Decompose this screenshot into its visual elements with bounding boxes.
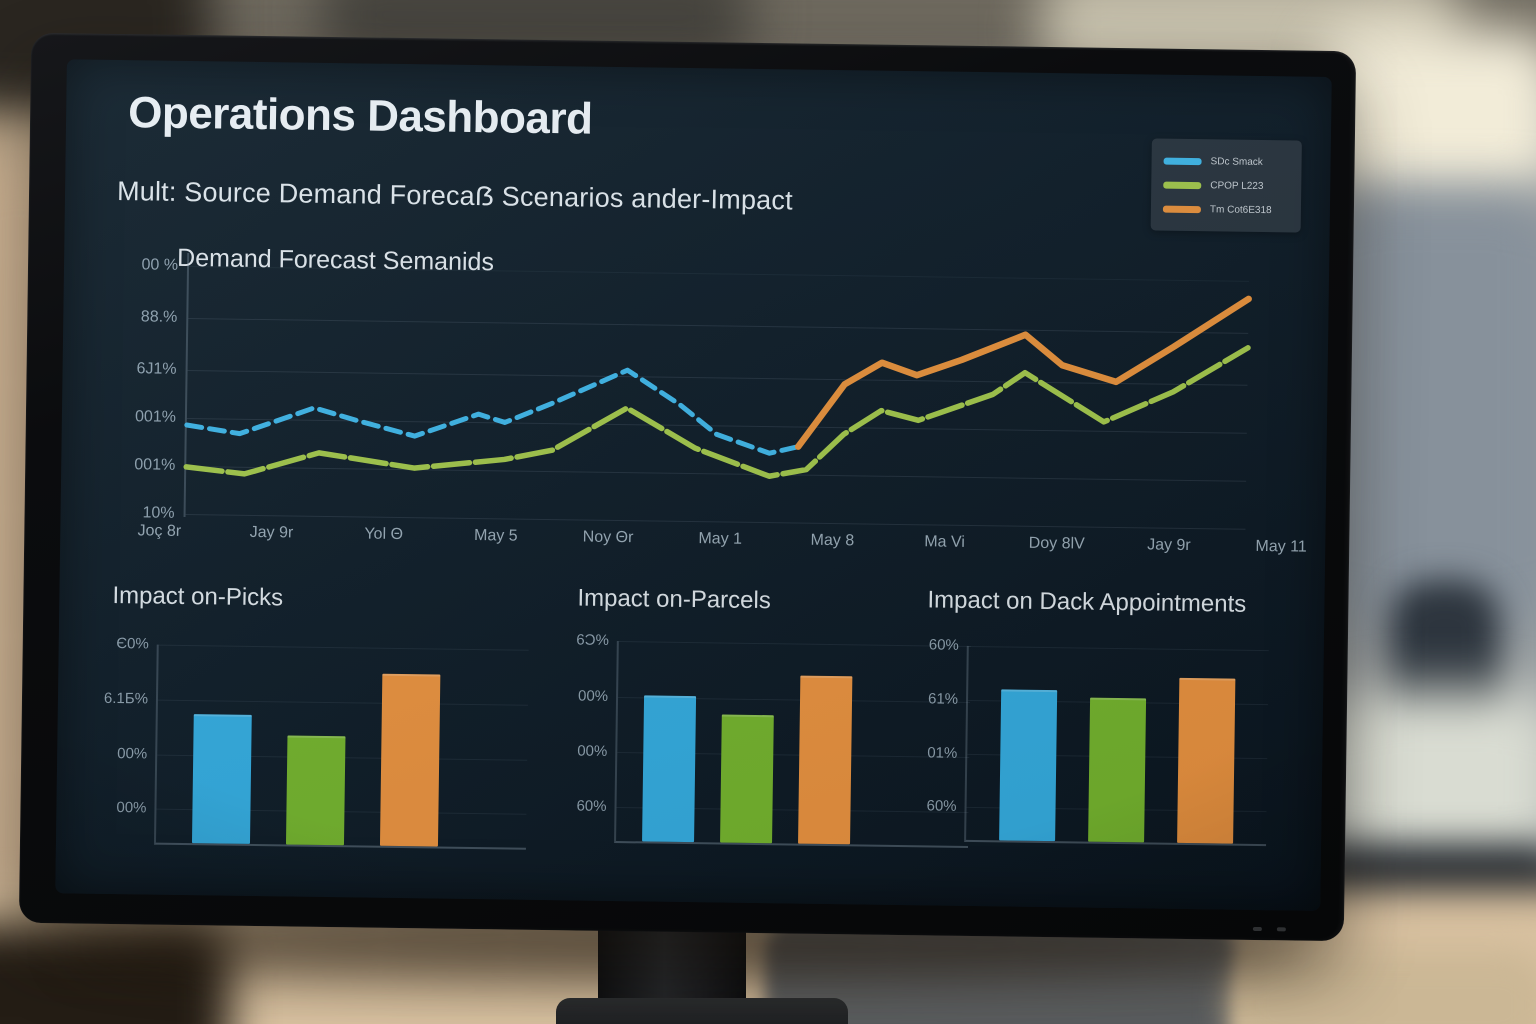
x-tick-label: Ma Vi <box>924 533 965 551</box>
y-tick-label: 01% <box>927 744 958 762</box>
legend-box: SDc Smack CPOP L223 Tm Cot6E318 <box>1150 138 1302 233</box>
legend-label: SDc Smack <box>1210 155 1263 168</box>
bezel-button-dot <box>1252 926 1262 932</box>
y-tick-label: 00 % <box>141 256 179 274</box>
bar-chart-plot <box>964 645 1269 847</box>
y-tick-label: 10% <box>142 504 175 522</box>
bar-chart-title: Impact on Dack Appointments <box>927 586 1247 618</box>
line-chart-plot <box>183 266 1252 530</box>
x-tick-label: May 8 <box>810 531 855 550</box>
bar <box>1088 698 1147 843</box>
background-desk-far-right <box>1330 690 1536 870</box>
x-tick-label: May 11 <box>1255 537 1307 556</box>
page-subtitle: Mult: Source Demand Forecaẞ Scenarios an… <box>116 176 793 216</box>
bar <box>798 675 853 845</box>
background-office-right <box>1320 190 1536 630</box>
bar <box>192 714 252 844</box>
x-tick-label: Doy 8lV <box>1028 534 1085 553</box>
x-tick-label: Jay 9r <box>1147 536 1191 555</box>
bar-chart-title: Impact on-Parcels <box>577 584 772 615</box>
screen: Operations Dashboard Mult: Source Demand… <box>55 59 1332 911</box>
x-tick-label: May 5 <box>473 527 518 545</box>
series-line <box>183 345 1251 479</box>
bar <box>286 735 346 846</box>
x-tick-label: Jay 9r <box>249 523 294 542</box>
y-tick-label: 61% <box>927 690 959 708</box>
bezel-button-dot <box>1276 927 1286 932</box>
background-desk-bottom-right <box>1230 950 1536 1024</box>
bar <box>999 689 1058 842</box>
legend-swatch <box>1162 205 1201 213</box>
y-tick-label: 6.1Б% <box>103 689 149 708</box>
legend-item: SDc Smack <box>1163 149 1289 175</box>
bar-chart-title: Impact on-Picks <box>112 581 284 612</box>
legend-item: CPOP L223 <box>1163 173 1289 199</box>
y-tick-label: 001% <box>134 408 177 426</box>
x-tick-label: Yol Θ <box>364 525 404 544</box>
series-line <box>794 295 1252 450</box>
monitor-stand-base <box>556 998 848 1024</box>
bar-chart-y-axis-labels: 60% 61% 01% 60% <box>886 636 959 840</box>
y-tick-label: Є0% <box>116 635 149 653</box>
legend-label: Tm Cot6E318 <box>1209 203 1272 216</box>
legend-swatch <box>1163 181 1202 189</box>
bar <box>642 695 697 843</box>
bar <box>720 714 775 844</box>
bars-group <box>966 646 1269 844</box>
bar-chart-plot <box>153 644 529 850</box>
y-tick-label: 60% <box>576 797 607 815</box>
y-tick-label: 001% <box>134 456 176 474</box>
line-series-svg <box>183 295 1252 479</box>
y-tick-label: 6J1% <box>136 360 177 379</box>
bar <box>1177 677 1236 844</box>
background-window-light <box>1320 30 1536 200</box>
line-chart-y-axis-labels: 00 % 88.% 6J1% 001% 001% 10% <box>89 256 178 521</box>
bars-group <box>616 641 879 845</box>
x-tick-label: Joç 8r <box>137 522 182 540</box>
y-tick-label: 60% <box>926 796 957 815</box>
y-tick-label: 00% <box>577 687 609 705</box>
series-line <box>184 367 801 456</box>
legend-item: Tm Cot6E318 <box>1162 197 1289 223</box>
x-tick-label: May 1 <box>698 530 743 548</box>
y-tick-label: 88.% <box>140 308 178 326</box>
y-tick-label: 6Ɔ% <box>576 631 609 649</box>
page-title: Operations Dashboard <box>127 88 593 144</box>
bars-group <box>156 645 477 847</box>
bar-chart-y-axis-labels: Є0% 6.1Б% 00% 00% <box>76 635 149 843</box>
legend-swatch <box>1163 157 1202 165</box>
y-tick-label: 00% <box>117 745 148 763</box>
legend-label: CPOP L223 <box>1210 179 1264 192</box>
demand-forecast-chart: Demand Forecast Semanids 00 % 88.% 6J1% 001… <box>67 59 1332 556</box>
x-tick-label: Noy Θr <box>582 528 634 547</box>
monitor-bezel: Operations Dashboard Mult: Source Demand… <box>18 32 1357 942</box>
y-tick-label: 00% <box>116 798 147 817</box>
y-tick-label: 60% <box>928 636 959 654</box>
bar <box>380 673 441 847</box>
bar-chart-y-axis-labels: 6Ɔ% 00% 00% 60% <box>536 631 609 841</box>
y-tick-label: 00% <box>577 742 608 761</box>
